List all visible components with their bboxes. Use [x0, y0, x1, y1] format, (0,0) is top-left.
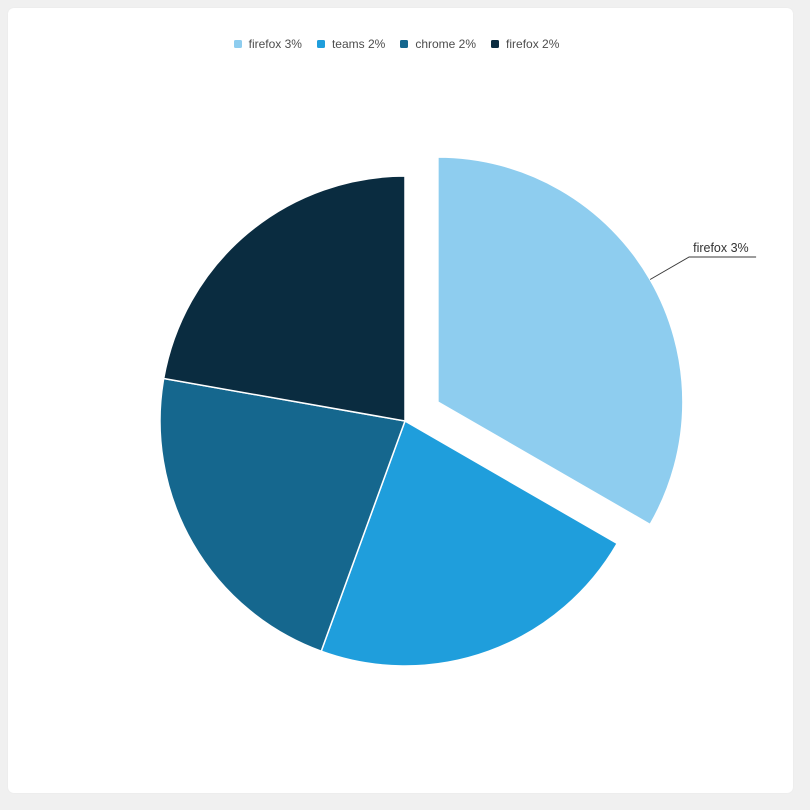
legend-item-firefox[interactable]: firefox 3% — [233, 37, 302, 51]
legend-item-firefox2[interactable]: firefox 2% — [491, 38, 559, 50]
legend-swatch-icon — [316, 40, 325, 48]
legend-swatch-icon — [491, 40, 500, 48]
legend-item-label: firefox 3% — [248, 37, 302, 51]
legend-item-label: chrome 2% — [415, 37, 477, 51]
pie-slice-chrome[interactable] — [159, 377, 406, 652]
callout-leader-line — [649, 256, 757, 280]
pie-slice-callout-label: firefox 3% — [693, 241, 749, 255]
legend-item-teams[interactable]: teams 2% — [316, 37, 386, 51]
pie-slice-teams[interactable] — [320, 420, 618, 667]
legend: firefox 3% teams 2% chrome 2% firefox 2% — [0, 38, 793, 50]
legend-swatch-icon — [233, 40, 242, 48]
legend-item-chrome[interactable]: chrome 2% — [400, 38, 476, 50]
legend-swatch-icon — [400, 40, 409, 48]
pie-slice-firefox2[interactable] — [162, 175, 406, 422]
legend-item-label: teams 2% — [331, 37, 386, 51]
legend-item-label: firefox 2% — [506, 37, 560, 51]
